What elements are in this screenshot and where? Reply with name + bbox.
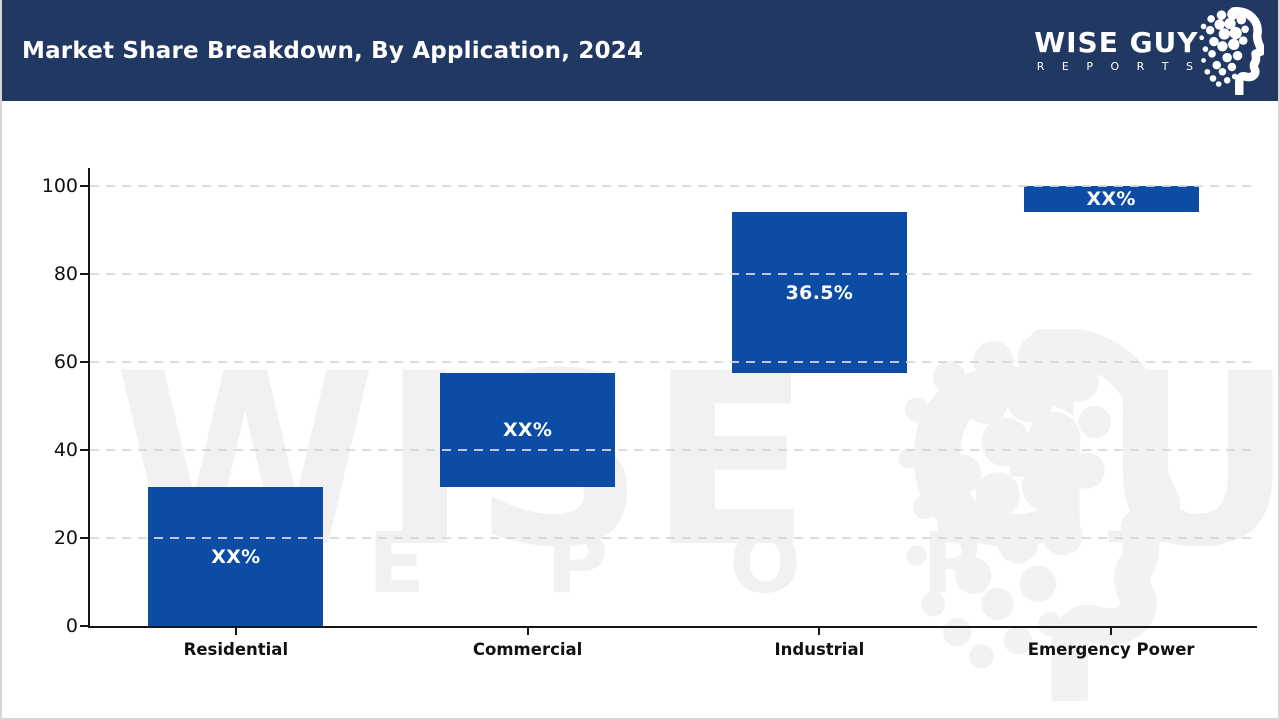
bar-value-label: 36.5% <box>785 281 854 304</box>
y-tick-40 <box>80 449 88 451</box>
y-tick-label: 40 <box>53 439 78 461</box>
logo-subtitle: R E P O R T S <box>1036 60 1200 73</box>
bar-commercial: XX% <box>440 373 616 488</box>
x-tick <box>818 628 821 635</box>
x-category-label: Commercial <box>472 640 583 659</box>
y-tick-label: 100 <box>41 175 78 197</box>
y-axis <box>88 168 90 628</box>
gridline-60 <box>90 361 1257 363</box>
chart-area: WISE GUY R E P O R T S XX%XX%36.5%XX%020… <box>2 101 1280 718</box>
bar-industrial: 36.5% <box>731 212 907 373</box>
chart-title: Market Share Breakdown, By Application, … <box>22 37 644 64</box>
bar-emergency-power: XX% <box>1023 186 1199 213</box>
x-tick <box>234 628 237 635</box>
y-tick-label: 80 <box>53 263 78 285</box>
x-axis <box>88 626 1257 628</box>
logo-head-icon <box>1199 6 1264 95</box>
x-category-label: Emergency Power <box>1027 640 1195 659</box>
y-tick-80 <box>80 273 88 275</box>
logo-text: WISE GUY R E P O R T S <box>1033 26 1200 73</box>
gridline-100 <box>90 185 1257 187</box>
logo: WISE GUY R E P O R T S <box>1033 6 1264 95</box>
y-tick-60 <box>80 361 88 363</box>
bar-value-label: XX% <box>211 545 261 568</box>
header: Market Share Breakdown, By Application, … <box>2 0 1278 101</box>
y-tick-label: 60 <box>53 351 78 373</box>
y-tick-20 <box>80 537 88 539</box>
watermark-subtitle: R E P O R T S <box>182 514 1280 612</box>
x-tick <box>1110 628 1113 635</box>
bar-value-label: XX% <box>502 419 553 442</box>
bar-residential: XX% <box>148 487 324 626</box>
y-tick-label: 20 <box>53 527 78 549</box>
gridline-20 <box>90 537 1257 539</box>
y-tick-label: 0 <box>65 615 78 637</box>
x-tick <box>526 628 529 635</box>
bar-value-label: XX% <box>1086 188 1136 211</box>
y-tick-100 <box>80 185 88 187</box>
logo-wordmark: WISE GUY <box>1034 26 1199 59</box>
y-tick-0 <box>80 625 88 627</box>
x-category-label: Residential <box>183 640 289 659</box>
gridline-40 <box>90 449 1257 451</box>
gridline-80 <box>90 273 1257 275</box>
x-category-label: Industrial <box>774 640 865 659</box>
